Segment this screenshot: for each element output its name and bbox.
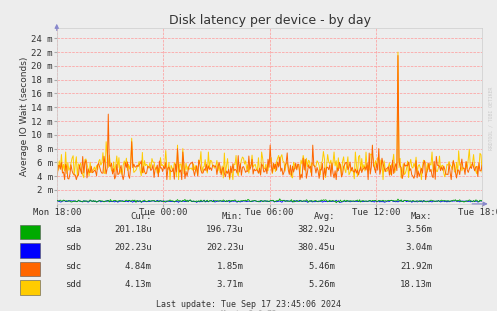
Text: 18.13m: 18.13m <box>400 281 432 290</box>
Bar <box>20 243 40 258</box>
Text: sda: sda <box>65 225 81 234</box>
Text: 5.26m: 5.26m <box>309 281 335 290</box>
Text: 5.46m: 5.46m <box>309 262 335 271</box>
Bar <box>20 280 40 295</box>
Text: 202.23u: 202.23u <box>114 244 152 253</box>
Text: 4.84m: 4.84m <box>125 262 152 271</box>
Text: 196.73u: 196.73u <box>206 225 244 234</box>
Text: 380.45u: 380.45u <box>298 244 335 253</box>
Text: RRDTOOL / TOBI OETIKER: RRDTOOL / TOBI OETIKER <box>489 86 494 150</box>
Bar <box>20 262 40 276</box>
Text: Last update: Tue Sep 17 23:45:06 2024: Last update: Tue Sep 17 23:45:06 2024 <box>156 300 341 309</box>
Text: 3.71m: 3.71m <box>217 281 244 290</box>
Text: sdd: sdd <box>65 281 81 290</box>
Y-axis label: Average IO Wait (seconds): Average IO Wait (seconds) <box>20 56 29 175</box>
Text: Max:: Max: <box>411 211 432 220</box>
Text: 21.92m: 21.92m <box>400 262 432 271</box>
Text: 202.23u: 202.23u <box>206 244 244 253</box>
Text: sdb: sdb <box>65 244 81 253</box>
Text: Avg:: Avg: <box>314 211 335 220</box>
Text: 3.56m: 3.56m <box>406 225 432 234</box>
Bar <box>20 225 40 239</box>
Text: 382.92u: 382.92u <box>298 225 335 234</box>
Text: 1.85m: 1.85m <box>217 262 244 271</box>
Text: 3.04m: 3.04m <box>406 244 432 253</box>
Text: Cur:: Cur: <box>130 211 152 220</box>
Text: Munin 2.0.73: Munin 2.0.73 <box>221 310 276 311</box>
Title: Disk latency per device - by day: Disk latency per device - by day <box>168 14 371 27</box>
Text: 201.18u: 201.18u <box>114 225 152 234</box>
Text: 4.13m: 4.13m <box>125 281 152 290</box>
Text: sdc: sdc <box>65 262 81 271</box>
Text: Min:: Min: <box>222 211 244 220</box>
